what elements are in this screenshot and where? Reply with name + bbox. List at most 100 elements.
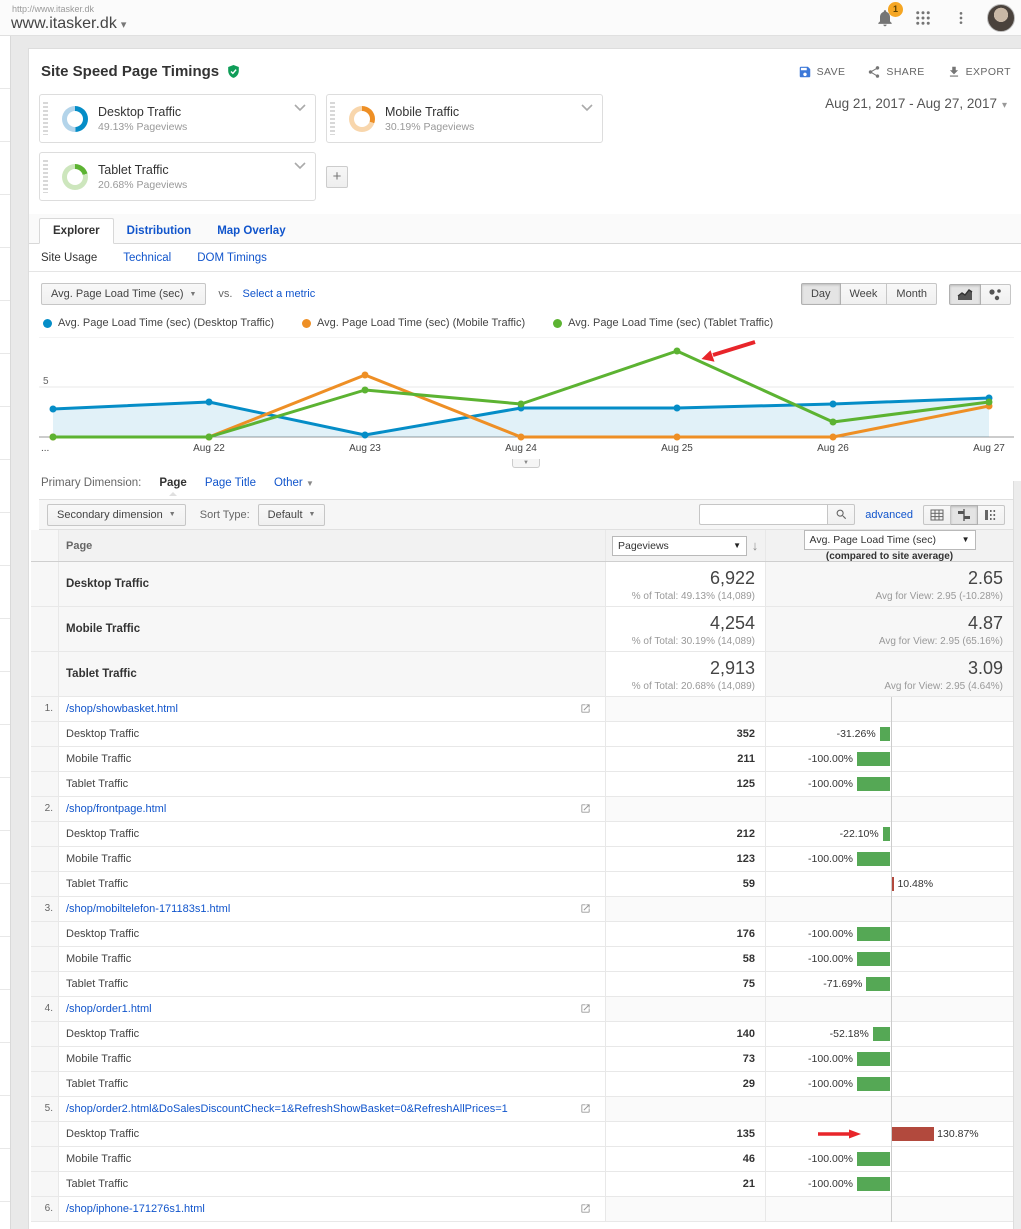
drag-handle-icon[interactable]	[43, 160, 48, 193]
open-in-new-icon[interactable]	[580, 903, 591, 914]
data-point[interactable]	[361, 386, 369, 394]
data-point[interactable]	[673, 433, 681, 441]
pageviews-column-select[interactable]: Pageviews ▼	[612, 535, 747, 556]
data-point[interactable]	[205, 398, 213, 406]
row-index: 3.	[31, 897, 59, 921]
advanced-link[interactable]: advanced	[865, 508, 913, 521]
granularity-week[interactable]: Week	[840, 283, 888, 305]
segment-card[interactable]: Tablet Traffic 20.68% Pageviews	[39, 152, 316, 201]
chevron-down-icon: ▼	[305, 479, 314, 488]
data-point[interactable]	[205, 433, 213, 441]
tab-distribution[interactable]: Distribution	[126, 225, 192, 237]
chevron-down-icon[interactable]	[293, 103, 307, 112]
data-point[interactable]	[361, 431, 369, 439]
drag-handle-icon[interactable]	[330, 102, 335, 135]
sort-direction-arrow[interactable]: ↓	[751, 538, 759, 553]
comparison-value: -100.00%	[808, 953, 853, 965]
chevron-down-icon[interactable]	[580, 103, 594, 112]
data-point[interactable]	[49, 405, 57, 413]
detail-segment-label: Mobile Traffic	[66, 1153, 132, 1165]
subtab-technical[interactable]: Technical	[123, 251, 172, 264]
open-in-new-icon[interactable]	[580, 1003, 591, 1014]
page-url-link[interactable]: /shop/order2.html&DoSalesDiscountCheck=1…	[66, 1103, 508, 1115]
tab-explorer[interactable]: Explorer	[39, 218, 114, 244]
segment-subtitle: 20.68% Pageviews	[98, 178, 188, 191]
motion-chart-view-button[interactable]	[981, 283, 1011, 305]
data-point[interactable]	[517, 433, 525, 441]
data-point[interactable]	[829, 400, 837, 408]
open-in-new-icon[interactable]	[580, 1103, 591, 1114]
select-arrow-icon: ▼	[733, 541, 741, 550]
data-point[interactable]	[829, 418, 837, 426]
metric-dropdown[interactable]: Avg. Page Load Time (sec) ▼	[41, 283, 207, 305]
data-point[interactable]	[673, 347, 681, 355]
open-in-new-icon[interactable]	[580, 1203, 591, 1214]
date-range-selector[interactable]: Aug 21, 2017 - Aug 27, 2017 ▾	[825, 96, 1007, 111]
data-point[interactable]	[673, 404, 681, 412]
page-url-link[interactable]: /shop/mobiltelefon-171183s1.html	[66, 903, 231, 915]
select-metric-link[interactable]: Select a metric	[242, 288, 316, 300]
dimension-other[interactable]: Other ▼	[274, 477, 314, 489]
report-card: Site Speed Page Timings SAVE SHARE EXPOR…	[28, 48, 1021, 1229]
more-menu-button[interactable]	[949, 6, 973, 30]
data-point[interactable]	[361, 371, 369, 379]
comparison-bar	[857, 1077, 890, 1091]
chart-expander[interactable]: ▼	[512, 459, 540, 468]
sort-type-button[interactable]: Default ▼	[257, 503, 326, 526]
granularity-day[interactable]: Day	[800, 283, 841, 305]
data-point[interactable]	[985, 398, 993, 406]
comparison-view-button[interactable]	[951, 504, 978, 525]
avatar[interactable]	[987, 4, 1015, 32]
legend-dot	[302, 318, 312, 328]
detail-pageviews: 212	[605, 822, 765, 846]
secondary-dimension-button[interactable]: Secondary dimension ▼	[47, 503, 186, 526]
pivot-view-button[interactable]	[978, 504, 1005, 525]
search-button[interactable]	[827, 504, 856, 525]
page-url-link[interactable]: /shop/order1.html	[66, 1003, 152, 1015]
table-view-button[interactable]	[923, 504, 951, 525]
segment-card[interactable]: Desktop Traffic 49.13% Pageviews	[39, 94, 316, 143]
page-url-link[interactable]: /shop/frontpage.html	[66, 803, 167, 815]
subtab-site-usage[interactable]: Site Usage	[41, 251, 98, 264]
data-point[interactable]	[829, 433, 837, 441]
save-button[interactable]: SAVE	[798, 65, 846, 79]
detail-pageviews: 352	[605, 722, 765, 746]
metric-column-select[interactable]: Avg. Page Load Time (sec) ▼	[803, 529, 976, 550]
table-search-input[interactable]	[699, 504, 828, 525]
data-point[interactable]	[49, 433, 57, 441]
dimension-other-label: Other	[273, 477, 303, 489]
summary-metric: 3.09	[967, 658, 1003, 678]
granularity-month[interactable]: Month	[887, 283, 937, 305]
segment-detail-row: Desktop Traffic 135 130.87%	[31, 1122, 1013, 1147]
page-url-link[interactable]: /shop/showbasket.html	[66, 703, 178, 715]
account-selector[interactable]: www.itasker.dk ▾	[11, 15, 126, 33]
export-button[interactable]: EXPORT	[947, 65, 1011, 79]
summary-row: Desktop Traffic 6,922 % of Total: 49.13%…	[31, 562, 1013, 607]
line-chart-view-button[interactable]	[949, 283, 981, 305]
legend-dot	[43, 318, 52, 328]
open-in-new-icon[interactable]	[580, 803, 591, 814]
comparison-value: -100.00%	[808, 853, 853, 865]
dimension-page[interactable]: Page	[159, 477, 187, 496]
segment-subtitle: 30.19% Pageviews	[385, 120, 475, 133]
table-view-icon	[930, 509, 944, 520]
share-button[interactable]: SHARE	[867, 65, 924, 79]
table-scrollbar[interactable]	[1013, 481, 1021, 1229]
summary-pageviews: 2,913	[709, 658, 755, 678]
summary-pageviews: 6,922	[709, 568, 755, 588]
data-point[interactable]	[517, 400, 525, 408]
tab-map-overlay[interactable]: Map Overlay	[217, 225, 286, 237]
segment-card[interactable]: Mobile Traffic 30.19% Pageviews	[326, 94, 603, 143]
drag-handle-icon[interactable]	[43, 102, 48, 135]
chevron-down-icon[interactable]	[293, 161, 307, 170]
add-segment-button[interactable]: +	[326, 165, 348, 188]
collapsed-left-nav[interactable]	[0, 36, 11, 1229]
open-in-new-icon[interactable]	[580, 703, 591, 714]
detail-segment-label: Mobile Traffic	[66, 853, 132, 865]
subtab-dom-timings[interactable]: DOM Timings	[197, 251, 267, 264]
dimension-page-title[interactable]: Page Title	[204, 477, 256, 489]
notifications-button[interactable]: 1	[873, 2, 903, 30]
bell-icon	[878, 10, 892, 27]
page-url-link[interactable]: /shop/iphone-171276s1.html	[66, 1203, 205, 1215]
apps-grid-button[interactable]	[911, 6, 935, 30]
